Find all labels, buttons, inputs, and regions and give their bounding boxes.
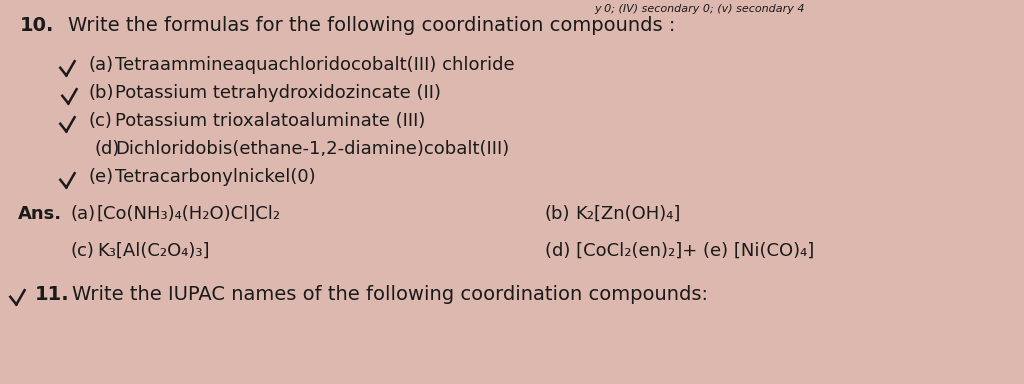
Text: Potassium trioxalatoaluminate (III): Potassium trioxalatoaluminate (III) [115, 112, 425, 130]
Text: Dichloridobis(ethane-1,2-diamine)cobalt(III): Dichloridobis(ethane-1,2-diamine)cobalt(… [115, 140, 509, 158]
Text: K₂[Zn(OH)₄]: K₂[Zn(OH)₄] [575, 205, 680, 223]
Text: (c): (c) [88, 112, 112, 130]
Text: Potassium tetrahydroxidozincate (II): Potassium tetrahydroxidozincate (II) [115, 84, 441, 102]
Text: Write the formulas for the following coordination compounds :: Write the formulas for the following coo… [68, 16, 676, 35]
Text: (a): (a) [70, 205, 95, 223]
Text: y 0; (IV) secondary 0; (v) secondary 4: y 0; (IV) secondary 0; (v) secondary 4 [595, 4, 805, 14]
Text: (a): (a) [88, 56, 113, 74]
Text: (c): (c) [70, 242, 94, 260]
Text: (b): (b) [545, 205, 570, 223]
Text: (d) [CoCl₂(en)₂]+ (e) [Ni(CO)₄]: (d) [CoCl₂(en)₂]+ (e) [Ni(CO)₄] [545, 242, 814, 260]
Text: K₃[Al(C₂O₄)₃]: K₃[Al(C₂O₄)₃] [97, 242, 210, 260]
Text: (d): (d) [95, 140, 121, 158]
Text: Write the IUPAC names of the following coordination compounds:: Write the IUPAC names of the following c… [72, 285, 708, 304]
Text: [Co(NH₃)₄(H₂O)Cl]Cl₂: [Co(NH₃)₄(H₂O)Cl]Cl₂ [97, 205, 282, 223]
Text: 11.: 11. [35, 285, 70, 304]
Text: (b): (b) [88, 84, 114, 102]
Text: Ans.: Ans. [18, 205, 62, 223]
Text: (e): (e) [88, 168, 113, 186]
Text: Tetraammineaquachloridocobalt(III) chloride: Tetraammineaquachloridocobalt(III) chlor… [115, 56, 515, 74]
Text: Tetracarbonylnickel(0): Tetracarbonylnickel(0) [115, 168, 315, 186]
Text: 10.: 10. [20, 16, 54, 35]
